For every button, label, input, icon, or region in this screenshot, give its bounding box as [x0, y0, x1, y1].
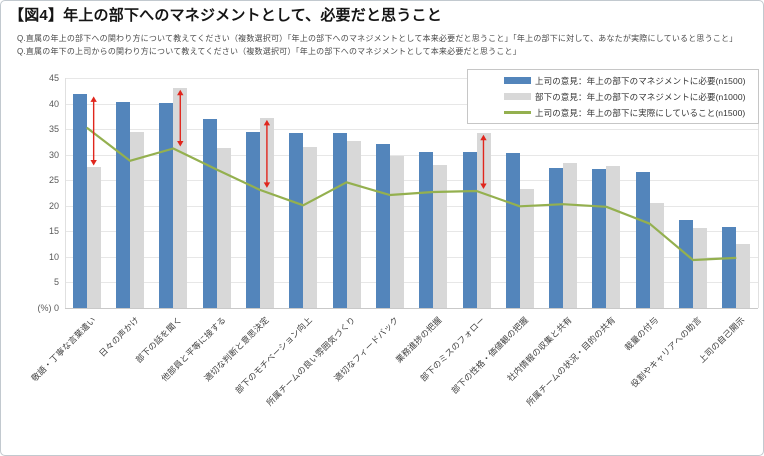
y-tick-label-0: (%) 0 — [37, 303, 59, 313]
x-category-label: 所属チームの状況・目的の共有 — [524, 314, 618, 408]
question-line-2: Q.直属の年下の上司からの関わり方について教えてください（複数選択可）「年上の部… — [17, 47, 521, 56]
legend: 上司の意見：年上の部下のマネジメントに必要(n1500) 部下の意見：年上の部下… — [467, 69, 759, 124]
x-category-label: 日々の声かけ — [96, 314, 141, 359]
y-tick-label-30: 30 — [48, 150, 59, 160]
y-tick-label-20: 20 — [48, 201, 59, 211]
x-category-label: 部下のモチベーション向上 — [233, 314, 314, 396]
gridline-40 — [65, 104, 758, 105]
y-tick-label-15: 15 — [48, 226, 59, 236]
y-tick-label-40: 40 — [48, 99, 59, 109]
question-line-1: Q.直属の年上の部下への関わり方について教えてください（複数選択可）「年上の部下… — [17, 34, 738, 43]
y-tick-label-35: 35 — [48, 124, 59, 134]
y-tick-label-5: 5 — [53, 277, 59, 287]
legend-item-boss-necessary: 上司の意見：年上の部下のマネジメントに必要(n1500) — [504, 73, 758, 88]
bar-boss-necessary — [72, 94, 87, 308]
green-line-swatch-icon — [504, 111, 531, 114]
gray-bar-swatch-icon — [504, 93, 531, 100]
blue-bar-swatch-icon — [504, 77, 531, 84]
plot-right-border — [758, 78, 759, 308]
legend-item-boss-actual: 上司の意見：年上の部下に実際にしていること(n1500) — [504, 105, 758, 120]
x-category-label: 裁量の付与 — [622, 314, 661, 353]
x-category-label: 部下の性格・価値観の把握 — [449, 314, 531, 396]
legend-label: 部下の意見：年上の部下のマネジメントに必要(n1000) — [535, 91, 746, 102]
figure-title: 【図4】年上の部下へのマネジメントとして、必要だと思うこと — [9, 7, 442, 24]
y-tick-label-25: 25 — [48, 175, 59, 185]
y-tick-label-45: 45 — [48, 73, 59, 83]
gridline-45 — [65, 78, 758, 79]
y-tick-label-10: 10 — [48, 252, 59, 262]
legend-label: 上司の意見：年上の部下に実際にしていること(n1500) — [535, 107, 746, 118]
bar-subordinate-necessary — [736, 243, 751, 308]
legend-label: 上司の意見：年上の部下のマネジメントに必要(n1500) — [535, 75, 746, 86]
plot-left-border — [65, 78, 66, 308]
gridline-0 — [65, 308, 758, 309]
gridline-5 — [65, 282, 758, 283]
x-category-label: 敬語・丁寧な言葉遣い — [28, 314, 98, 384]
legend-item-subordinate-necessary: 部下の意見：年上の部下のマネジメントに必要(n1000) — [504, 89, 758, 104]
